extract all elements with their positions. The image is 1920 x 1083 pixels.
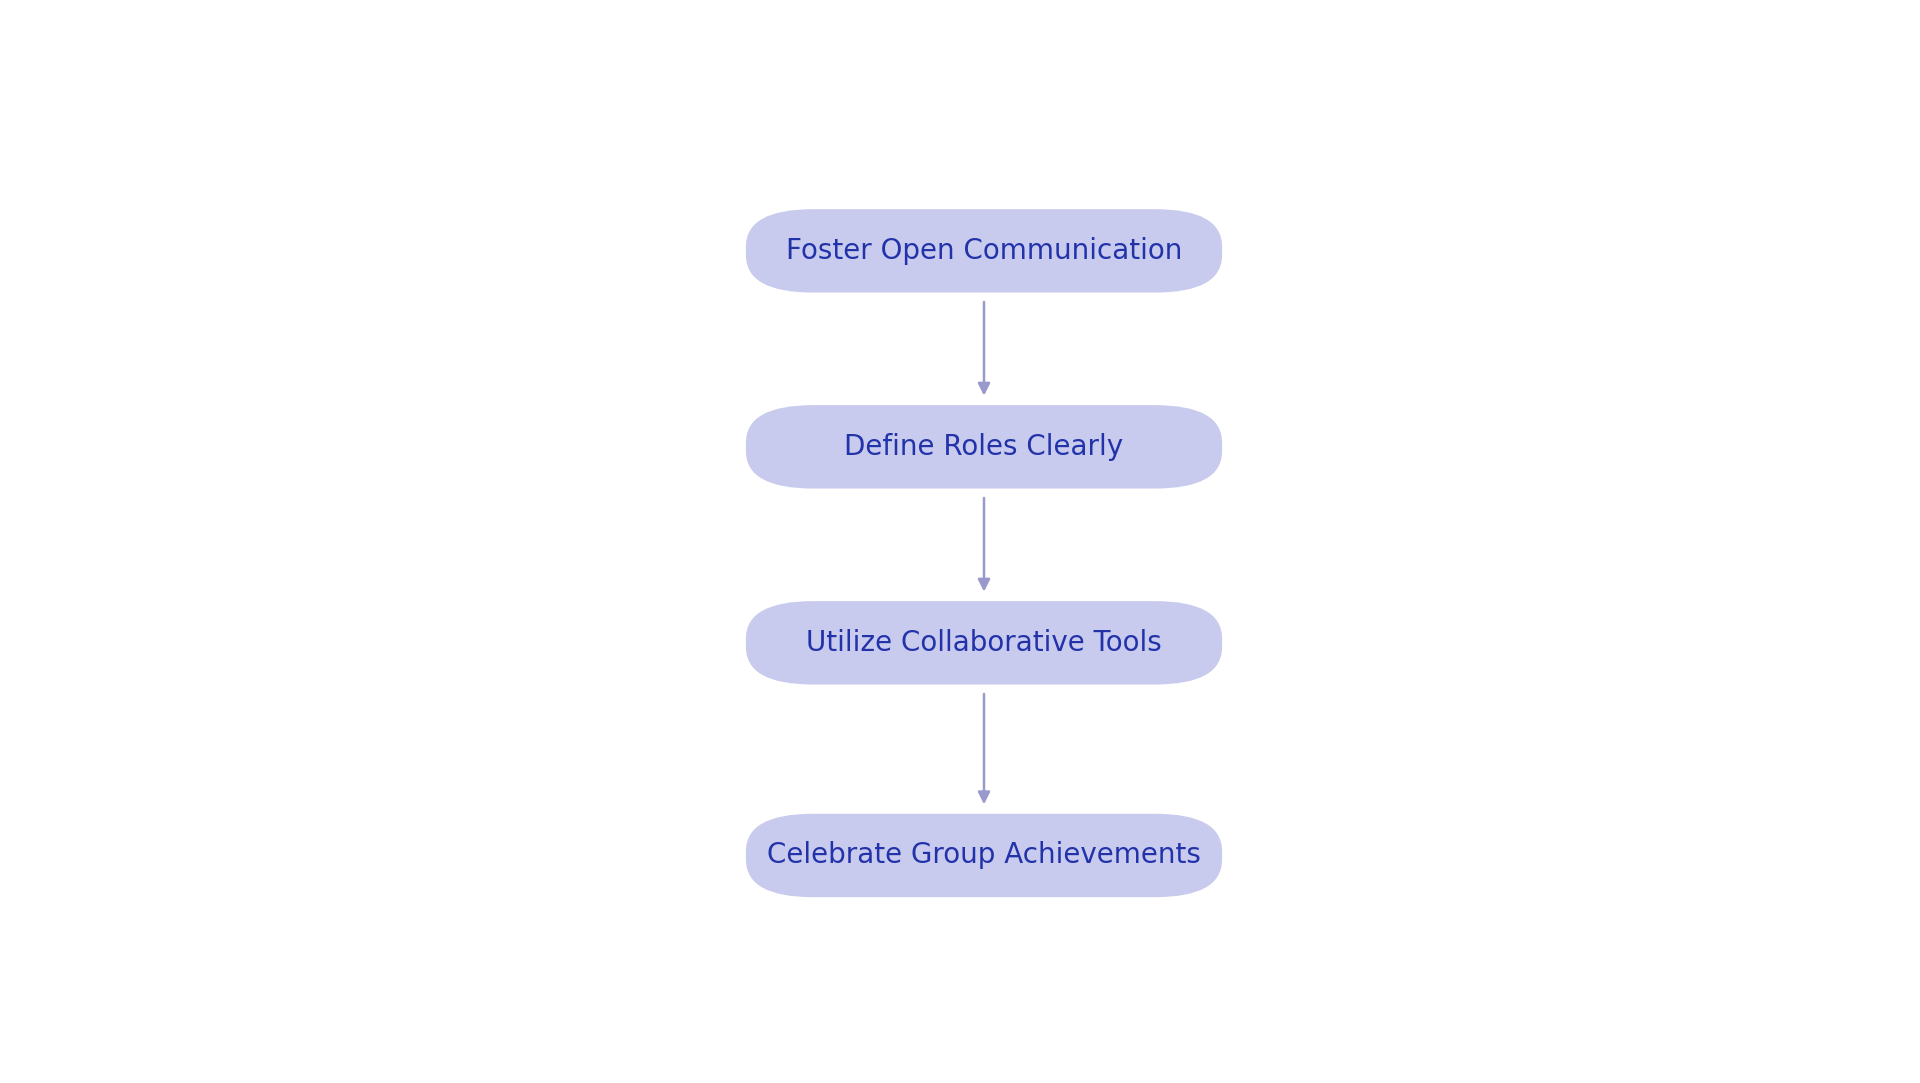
Text: Foster Open Communication: Foster Open Communication xyxy=(785,237,1183,265)
Text: Define Roles Clearly: Define Roles Clearly xyxy=(845,433,1123,461)
FancyBboxPatch shape xyxy=(745,601,1221,684)
FancyBboxPatch shape xyxy=(745,209,1221,292)
FancyBboxPatch shape xyxy=(745,405,1221,488)
Text: Celebrate Group Achievements: Celebrate Group Achievements xyxy=(768,841,1200,870)
FancyBboxPatch shape xyxy=(745,813,1221,897)
Text: Utilize Collaborative Tools: Utilize Collaborative Tools xyxy=(806,629,1162,656)
